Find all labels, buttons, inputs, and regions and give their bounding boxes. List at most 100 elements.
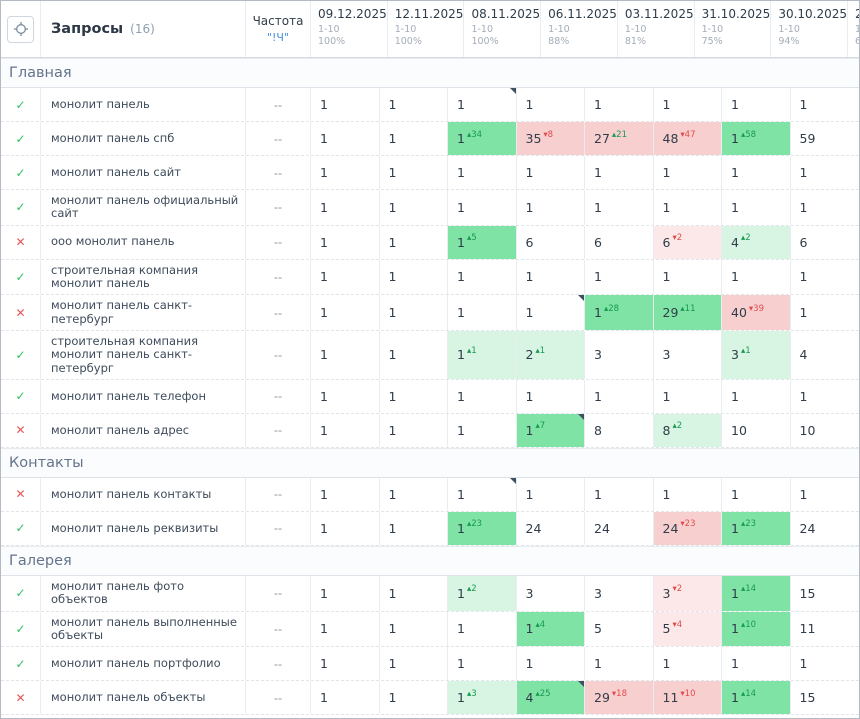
position-cell[interactable]: 1 xyxy=(791,380,860,413)
position-cell[interactable]: 1 xyxy=(311,611,380,647)
position-cell[interactable]: 1 xyxy=(585,477,654,511)
position-cell[interactable]: 6 ▾2 xyxy=(653,225,722,259)
position-cell[interactable]: 1 xyxy=(311,681,380,715)
position-cell[interactable]: 4 ▴2 xyxy=(722,225,791,259)
position-cell[interactable]: 1 xyxy=(311,413,380,447)
section-header[interactable]: Галерея xyxy=(1,545,859,576)
position-cell[interactable]: 1 ▴34 xyxy=(448,122,517,155)
position-cell[interactable]: 1 xyxy=(722,88,791,121)
position-cell[interactable]: 1 xyxy=(311,190,380,225)
position-cell[interactable]: 1 xyxy=(311,122,380,155)
position-cell[interactable]: 3 ▾2 xyxy=(653,575,722,611)
position-cell[interactable]: 1 xyxy=(380,647,448,681)
position-cell[interactable]: 5 xyxy=(585,611,654,647)
date-column-header[interactable]: 31.10.2025 1-10 75% xyxy=(695,1,772,57)
position-cell[interactable]: 1 xyxy=(585,379,654,413)
position-cell[interactable]: 1 xyxy=(448,88,517,121)
position-cell[interactable]: 1 xyxy=(311,88,380,121)
position-cell[interactable]: 1 xyxy=(654,647,722,681)
query-label[interactable]: монолит панель телефон xyxy=(51,388,206,403)
position-cell[interactable]: 1 xyxy=(448,477,517,511)
position-cell[interactable]: 29 ▴11 xyxy=(653,295,722,330)
position-cell[interactable]: 1 xyxy=(585,190,654,225)
position-cell[interactable]: 3 xyxy=(654,330,722,379)
position-cell[interactable]: 1 ▴5 xyxy=(448,225,517,259)
position-cell[interactable]: 3 xyxy=(517,575,585,611)
position-cell[interactable]: 40 ▾39 xyxy=(722,295,791,330)
position-cell[interactable]: 1 xyxy=(654,156,722,189)
position-cell[interactable]: 1 xyxy=(311,511,380,545)
position-cell[interactable]: 1 xyxy=(722,379,791,413)
position-cell[interactable]: 1 xyxy=(448,379,517,413)
position-cell[interactable]: 1 xyxy=(311,225,380,259)
position-cell[interactable]: 1 xyxy=(448,259,517,295)
position-cell[interactable]: 1 xyxy=(448,413,517,447)
position-cell[interactable]: 1 xyxy=(311,647,380,681)
position-cell[interactable]: 1 xyxy=(791,190,860,225)
position-cell[interactable]: 1 ▴14 xyxy=(722,575,791,611)
position-cell[interactable]: 59 xyxy=(791,122,860,155)
position-cell[interactable]: 1 xyxy=(517,477,585,511)
position-cell[interactable]: 1 ▴23 xyxy=(722,511,791,545)
position-cell[interactable]: 1 xyxy=(654,259,722,295)
position-cell[interactable]: 1 xyxy=(311,295,380,330)
query-label[interactable]: монолит панель фото объектов xyxy=(51,578,184,607)
query-label[interactable]: монолит панель официальный сайт xyxy=(51,193,239,221)
position-cell[interactable]: 1 xyxy=(585,88,654,121)
position-cell[interactable]: 10 xyxy=(791,414,860,447)
position-cell[interactable]: 1 xyxy=(517,647,585,681)
position-cell[interactable]: 2 ▴1 xyxy=(516,330,585,379)
position-cell[interactable]: 24 xyxy=(585,511,654,545)
query-label[interactable]: строительная компания монолит панель xyxy=(51,262,199,290)
position-cell[interactable]: 1 xyxy=(791,88,860,121)
section-header[interactable]: Главная xyxy=(1,58,859,88)
section-header[interactable]: Контакты xyxy=(1,447,859,478)
position-cell[interactable]: 1 ▴4 xyxy=(516,611,585,647)
query-label[interactable]: монолит панель санкт-петербург xyxy=(51,298,193,326)
query-label[interactable]: монолит панель сайт xyxy=(51,164,181,179)
position-cell[interactable]: 5 ▾4 xyxy=(653,611,722,647)
position-cell[interactable]: 24 xyxy=(791,512,860,545)
position-cell[interactable]: 1 xyxy=(380,330,448,379)
position-cell[interactable]: 1 xyxy=(380,295,448,330)
position-cell[interactable]: 3 ▴1 xyxy=(722,330,791,379)
position-cell[interactable]: 1 xyxy=(448,190,517,225)
position-cell[interactable]: 11 xyxy=(791,612,860,647)
position-cell[interactable]: 1 xyxy=(517,156,585,189)
position-cell[interactable]: 1 xyxy=(791,260,860,295)
position-cell[interactable]: 1 xyxy=(791,478,860,511)
date-column-header[interactable]: 03.11.2025 1-10 81% xyxy=(618,1,695,57)
position-cell[interactable]: 1 xyxy=(448,156,517,189)
position-cell[interactable]: 1 xyxy=(654,190,722,225)
position-cell[interactable]: 1 xyxy=(380,225,448,259)
query-label[interactable]: монолит панель портфолио xyxy=(51,656,221,671)
position-cell[interactable]: 10 xyxy=(722,413,791,447)
position-cell[interactable]: 1 xyxy=(722,647,791,681)
position-cell[interactable]: 1 ▴1 xyxy=(448,330,517,379)
position-cell[interactable]: 1 xyxy=(380,259,448,295)
frequency-column-header[interactable]: Частота "!Ч" xyxy=(246,1,311,57)
position-cell[interactable]: 1 ▴58 xyxy=(722,122,791,155)
position-cell[interactable]: 1 xyxy=(722,259,791,295)
position-cell[interactable]: 6 xyxy=(585,225,654,259)
position-cell[interactable]: 1 xyxy=(311,259,380,295)
position-cell[interactable]: 1 xyxy=(380,413,448,447)
position-cell[interactable]: 48 ▾47 xyxy=(653,122,722,155)
date-column-header[interactable]: 08.11.2025 1-10 100% xyxy=(464,1,542,57)
position-cell[interactable]: 1 xyxy=(517,295,585,330)
position-cell[interactable]: 24 xyxy=(517,511,585,545)
position-cell[interactable]: 1 xyxy=(585,647,654,681)
position-cell[interactable]: 1 xyxy=(380,379,448,413)
position-cell[interactable]: 1 xyxy=(380,511,448,545)
position-cell[interactable]: 15 xyxy=(791,681,860,714)
position-cell[interactable]: 1 xyxy=(517,88,585,121)
position-cell[interactable]: 15 xyxy=(791,576,860,611)
position-cell[interactable]: 1 xyxy=(380,190,448,225)
position-cell[interactable]: 1 xyxy=(654,88,722,121)
date-column-header[interactable]: 06.11.2025 1-10 88% xyxy=(541,1,618,57)
position-cell[interactable]: 1 xyxy=(722,156,791,189)
position-cell[interactable]: 1 xyxy=(722,477,791,511)
position-cell[interactable]: 1 xyxy=(311,156,380,189)
position-cell[interactable]: 1 xyxy=(448,647,517,681)
query-label[interactable]: монолит панель реквизиты xyxy=(51,520,219,535)
